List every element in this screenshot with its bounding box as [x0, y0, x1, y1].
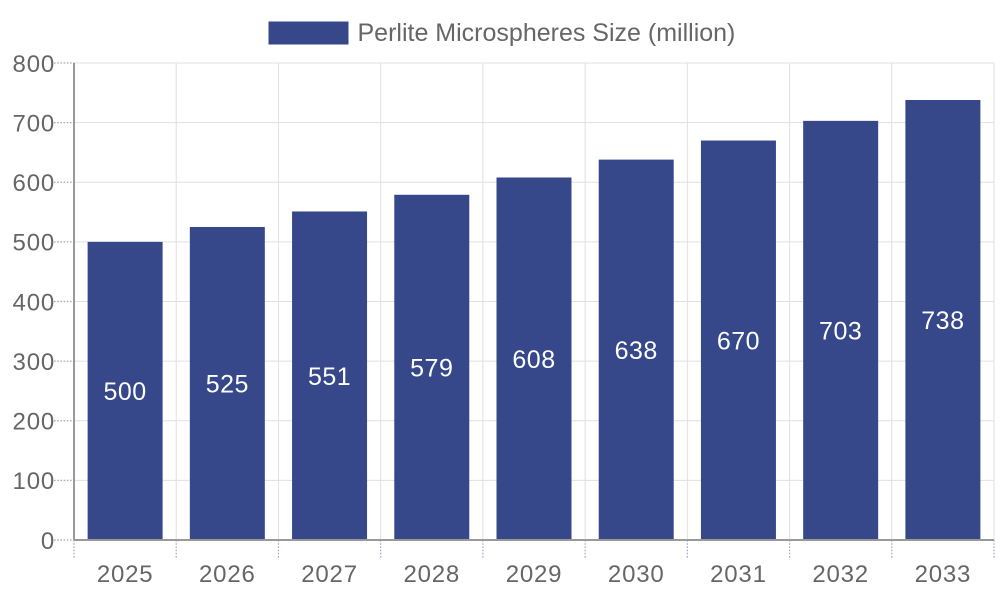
- svg-text:738: 738: [921, 307, 964, 335]
- svg-text:2027: 2027: [301, 561, 358, 588]
- svg-text:300: 300: [13, 349, 55, 376]
- svg-text:500: 500: [13, 230, 55, 257]
- svg-text:700: 700: [13, 110, 55, 137]
- svg-text:400: 400: [13, 289, 55, 316]
- svg-text:100: 100: [13, 468, 55, 495]
- svg-text:2032: 2032: [812, 561, 869, 588]
- svg-text:703: 703: [819, 318, 862, 346]
- svg-text:2028: 2028: [403, 561, 460, 588]
- svg-text:2029: 2029: [506, 561, 563, 588]
- svg-text:551: 551: [308, 363, 351, 391]
- svg-text:600: 600: [13, 170, 55, 197]
- svg-text:608: 608: [512, 346, 555, 374]
- svg-text:500: 500: [104, 378, 147, 406]
- svg-text:200: 200: [13, 409, 55, 436]
- svg-text:525: 525: [206, 371, 249, 399]
- svg-text:Perlite Microspheres Size (mil: Perlite Microspheres Size (million): [358, 19, 736, 47]
- svg-text:2031: 2031: [710, 561, 767, 588]
- svg-text:2030: 2030: [608, 561, 665, 588]
- svg-text:2025: 2025: [97, 561, 154, 588]
- svg-text:2033: 2033: [915, 561, 972, 588]
- svg-text:2026: 2026: [199, 561, 256, 588]
- svg-text:579: 579: [410, 354, 453, 382]
- svg-text:800: 800: [13, 51, 55, 78]
- svg-text:670: 670: [717, 327, 760, 355]
- svg-text:0: 0: [41, 528, 55, 555]
- svg-text:638: 638: [615, 337, 658, 365]
